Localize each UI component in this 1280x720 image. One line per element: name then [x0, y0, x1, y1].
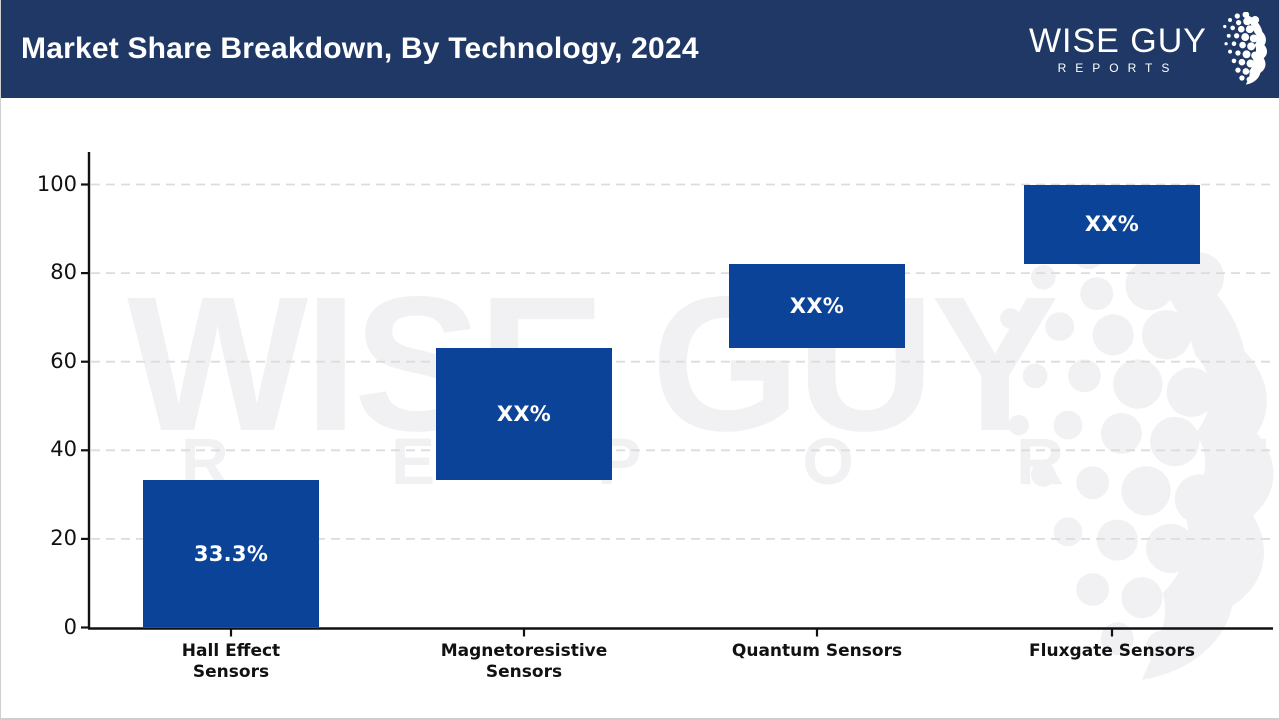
y-axis-tick-label-100: 100 [36, 171, 77, 196]
y-axis-tick-label-80: 80 [50, 260, 77, 285]
bar-value-label: 33.3% [193, 541, 269, 566]
bar-magnetoresistive: XX% [436, 348, 612, 480]
x-axis-category-label-fluxgate-sensors: Fluxgate Sensors [1029, 640, 1195, 661]
y-axis-tick-label-0: 0 [63, 614, 77, 639]
x-axis-category-label-hall-effect: Hall Effect Sensors [181, 640, 281, 682]
bar-value-label: XX% [496, 402, 552, 427]
bar-hall-effect: 33.3% [143, 479, 319, 628]
logo-reports-text: REPORTS [1057, 60, 1179, 75]
y-axis-tick-label-20: 20 [50, 525, 77, 550]
y-axis-tick-label-40: 40 [50, 437, 77, 462]
bar-value-label: XX% [789, 294, 845, 319]
page-title: Market Share Breakdown, By Technology, 2… [21, 32, 699, 65]
y-axis-tick-label-60: 60 [50, 348, 77, 373]
x-axis-category-label-quantum-sensors: Quantum Sensors [731, 640, 903, 661]
bar-fluxgate-sensors: XX% [1024, 184, 1200, 265]
logo-brand-text: WISE GUY [1028, 21, 1207, 60]
bar-value-label: XX% [1084, 212, 1140, 237]
bar-quantum-sensors: XX% [729, 264, 905, 349]
header-bar: Market Share Breakdown, By Technology, 2… [1, 0, 1279, 98]
wiseguy-logo: WISE GUY REPORTS [1028, 12, 1279, 86]
x-axis-category-label-magnetoresistive: Magnetoresistive Sensors [440, 640, 608, 682]
logo-head-icon [1223, 12, 1267, 85]
